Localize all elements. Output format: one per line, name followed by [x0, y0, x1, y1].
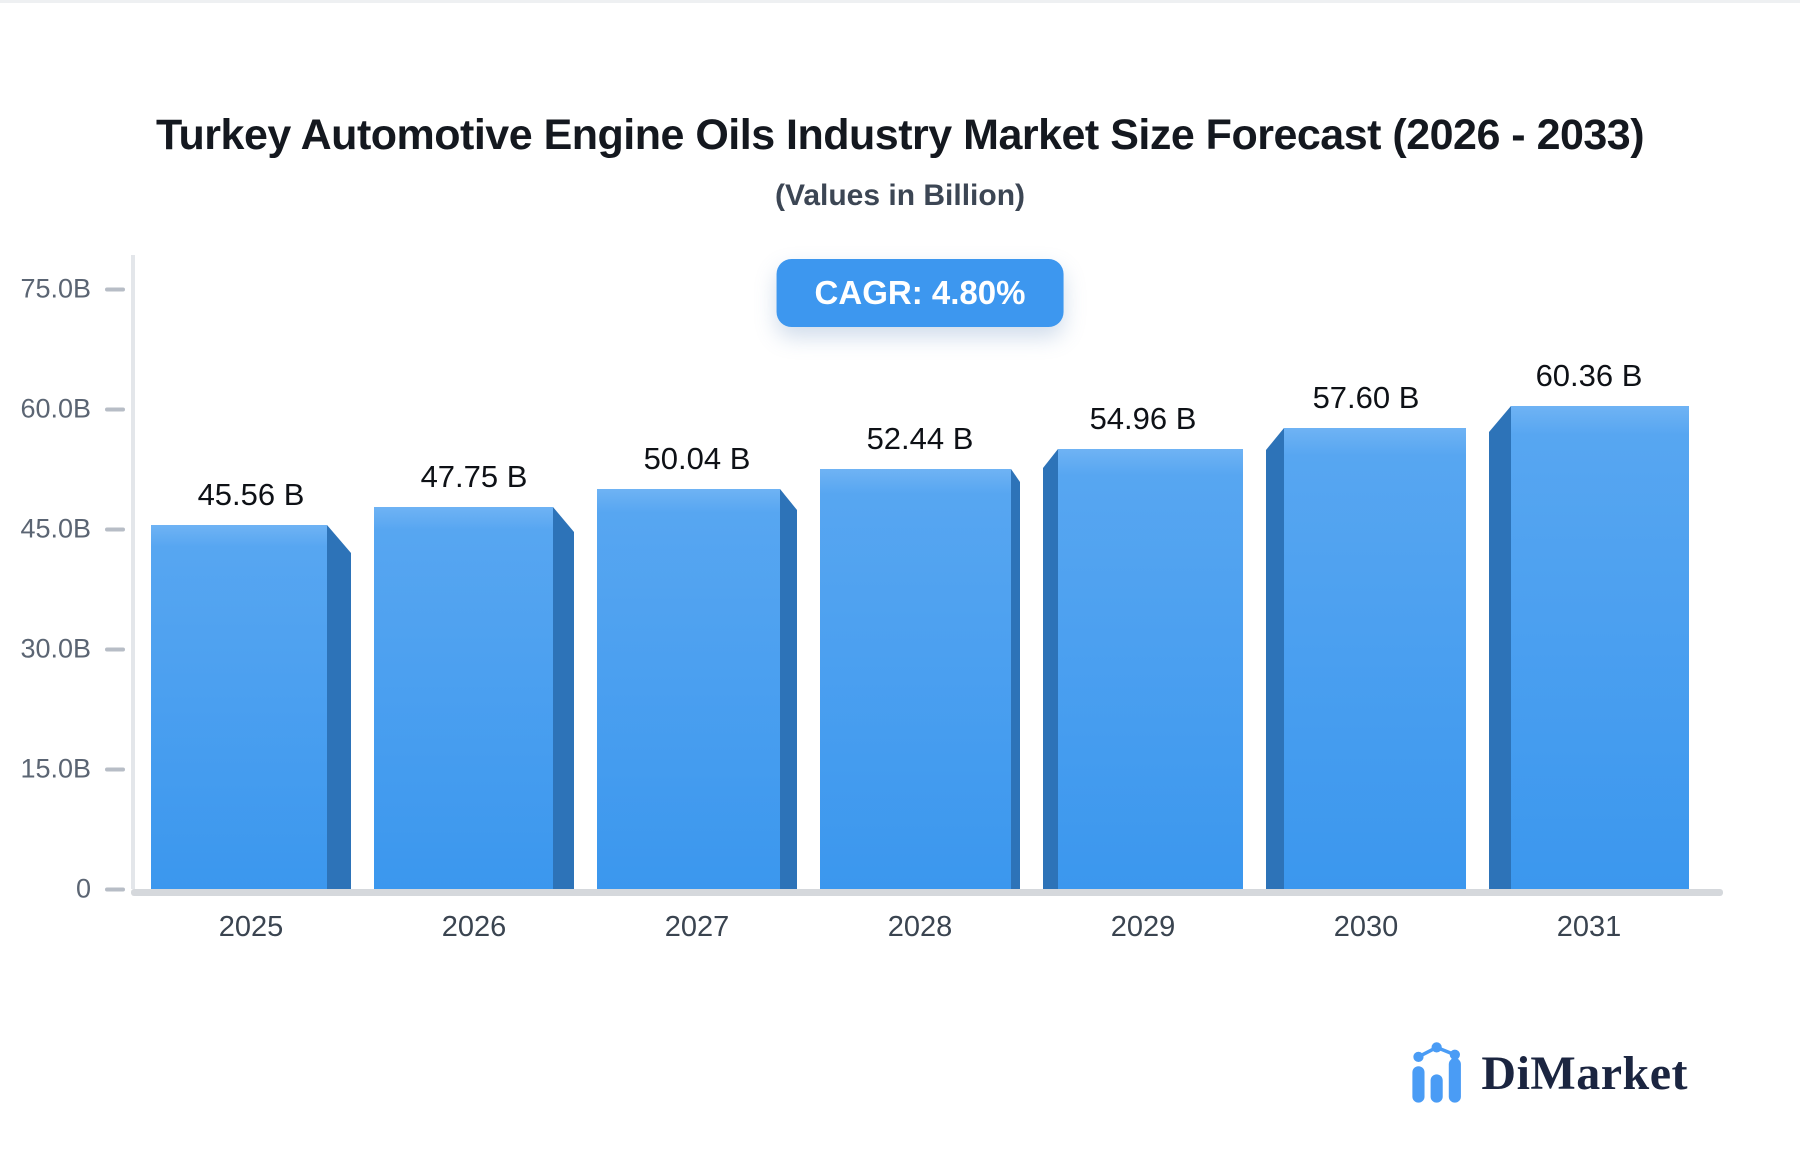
y-tick-dash [105, 887, 125, 891]
y-tick: 0 [76, 874, 125, 905]
y-tick-label: 15.0B [20, 753, 91, 784]
bar: 57.60 B [1266, 380, 1466, 889]
bar-value-label: 57.60 B [1312, 380, 1420, 415]
bar-body [1284, 428, 1466, 889]
bar: 50.04 B [597, 441, 797, 889]
y-tick-label: 45.0B [20, 513, 91, 544]
bar-slot: 52.44 B [820, 421, 1020, 889]
y-tick-dash [105, 407, 125, 411]
bar-slot: 50.04 B [597, 441, 797, 889]
y-tick-dash [105, 527, 125, 531]
y-axis: 75.0B 60.0B 45.0B 30.0B 15.0B 0 [20, 274, 125, 904]
bar-body [1511, 406, 1689, 889]
bar-value-label: 60.36 B [1535, 358, 1643, 393]
bar-value-label: 52.44 B [866, 421, 974, 456]
x-tick-label: 2028 [887, 911, 953, 943]
x-axis-line [131, 889, 1723, 896]
bar-body [1058, 449, 1243, 889]
y-tick: 75.0B [20, 274, 125, 305]
y-tick-dash [105, 767, 125, 771]
bar-slot: 57.60 B [1266, 380, 1466, 889]
y-tick-dash [105, 287, 125, 291]
bar: 47.75 B [374, 459, 574, 889]
y-tick: 15.0B [20, 754, 125, 785]
bar-slot: 45.56 B [151, 477, 351, 889]
y-tick: 45.0B [20, 514, 125, 545]
bar-bevel [1011, 469, 1020, 889]
y-tick: 30.0B [20, 634, 125, 665]
x-tick-label: 2025 [218, 911, 284, 943]
x-tick-label: 2030 [1333, 911, 1399, 943]
bar: 52.44 B [820, 421, 1020, 889]
bar-body [151, 525, 327, 889]
x-tick-label: 2031 [1556, 911, 1622, 943]
bar-body [374, 507, 553, 889]
brand-name: DiMarket [1481, 1046, 1688, 1100]
bar-value-label: 45.56 B [197, 477, 305, 512]
bar-bevel [1043, 449, 1058, 889]
y-axis-line [131, 255, 135, 889]
x-tick-label: 2029 [1110, 911, 1176, 943]
y-tick-label: 60.0B [20, 393, 91, 424]
x-tick-label: 2027 [664, 911, 730, 943]
bar-slot: 47.75 B [374, 459, 574, 889]
bar: 60.36 B [1489, 358, 1689, 889]
y-tick-label: 75.0B [20, 273, 91, 304]
y-tick: 60.0B [20, 394, 125, 425]
y-tick-label: 30.0B [20, 633, 91, 664]
bar-slot: 60.36 B [1489, 358, 1689, 889]
bar-line-chart-icon [1411, 1042, 1465, 1104]
plot-area: 45.56 B 47.75 B 50.04 B 52.44 B 54.96 B 57.60… [137, 289, 1703, 889]
cagr-badge: CAGR: 4.80% [776, 259, 1064, 327]
bar-slot: 54.96 B [1043, 401, 1243, 889]
x-tick-label: 2026 [441, 911, 507, 943]
y-tick-dash [105, 647, 125, 651]
y-tick-label: 0 [75, 873, 91, 904]
bar: 45.56 B [151, 477, 351, 889]
chart-subtitle: (Values in Billion) [774, 179, 1026, 212]
bar-value-label: 50.04 B [643, 441, 751, 476]
x-axis: 2025 2026 2027 2028 2029 2030 2031 [137, 911, 1703, 944]
bar-bevel [327, 525, 351, 889]
brand-logo: DiMarket [1411, 1042, 1688, 1104]
bar-bevel [780, 489, 797, 889]
bar-value-label: 54.96 B [1089, 401, 1197, 436]
bar-bevel [1266, 428, 1284, 889]
bar-bevel [1489, 406, 1511, 889]
bar: 54.96 B [1043, 401, 1243, 889]
chart-title: Turkey Automotive Engine Oils Industry M… [155, 111, 1645, 159]
bar-bevel [553, 507, 574, 889]
bar-body [820, 469, 1011, 889]
bar-value-label: 47.75 B [420, 459, 528, 494]
bar-body [597, 489, 780, 889]
